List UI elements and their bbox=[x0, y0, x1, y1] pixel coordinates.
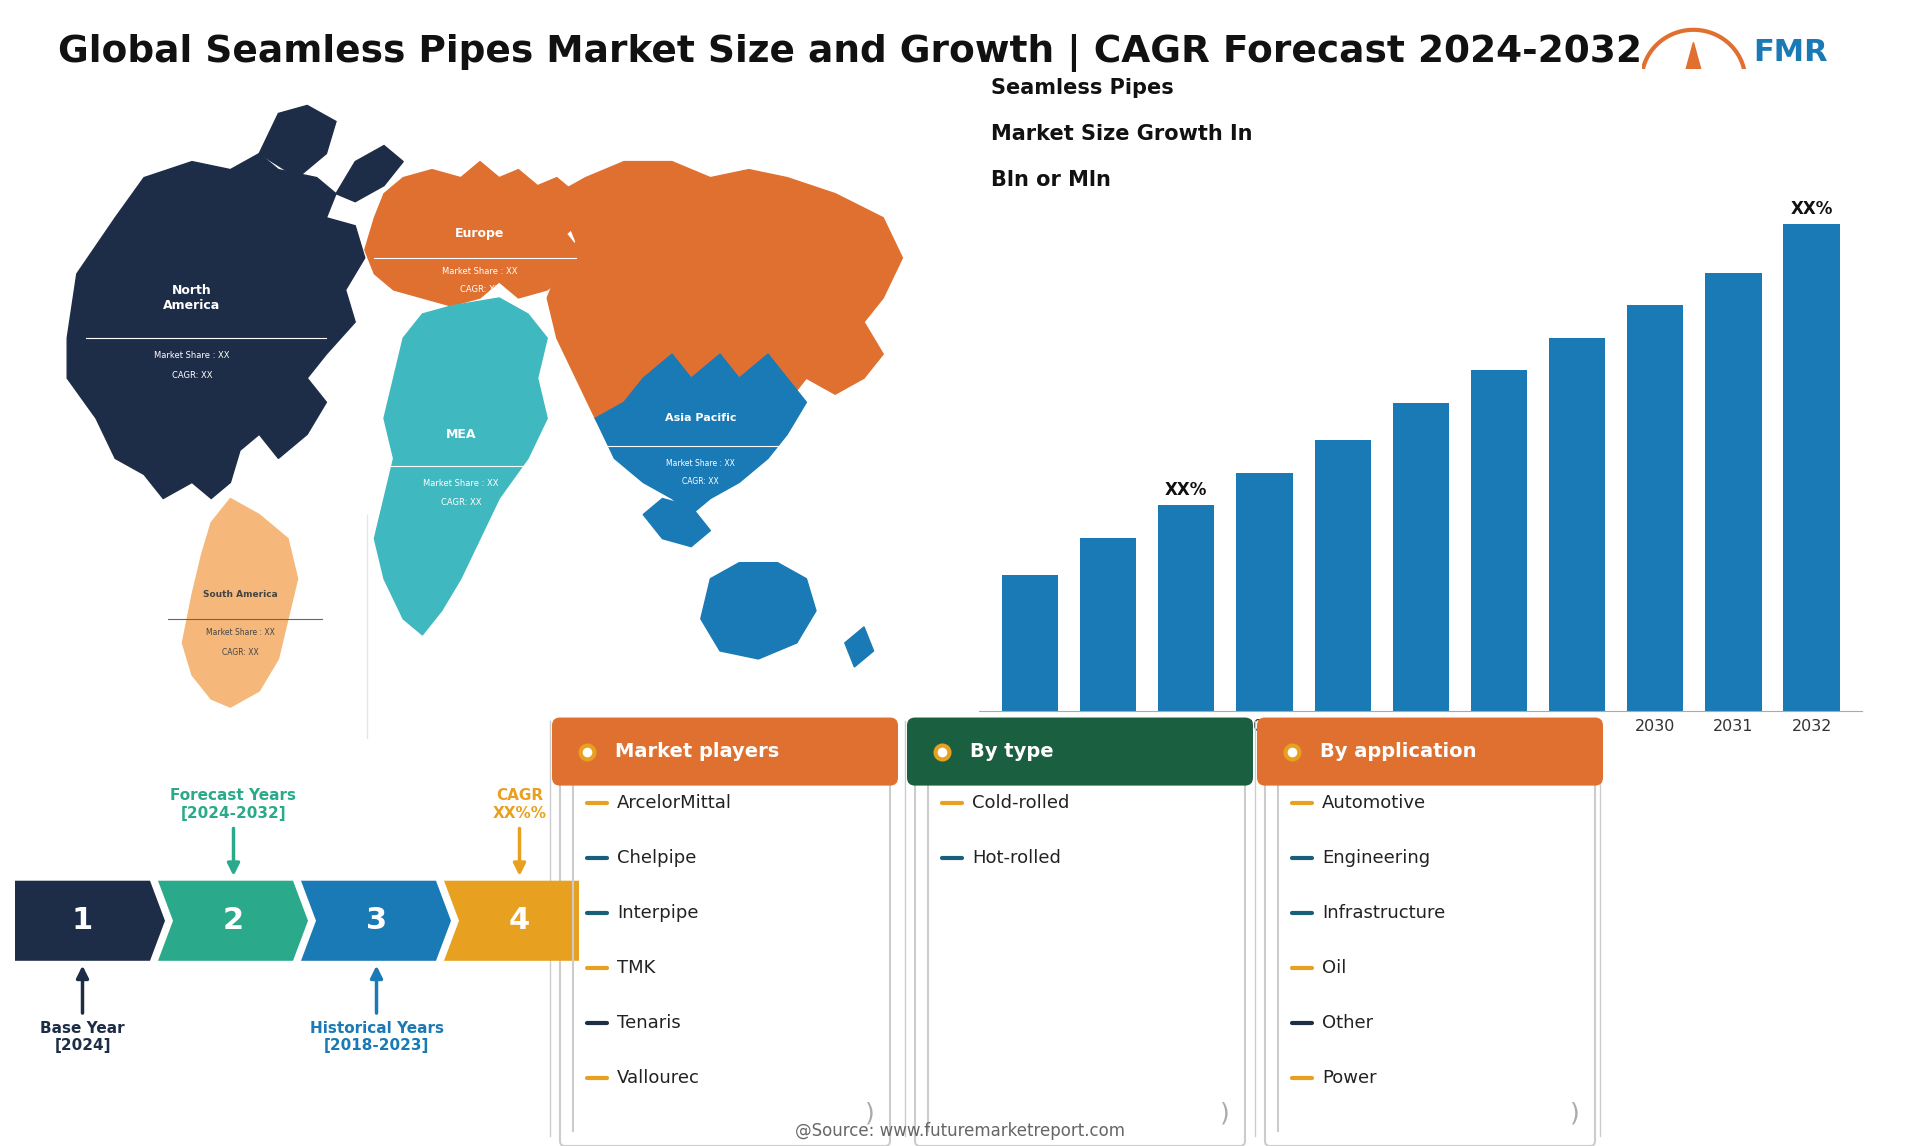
Text: MEA: MEA bbox=[445, 427, 476, 441]
Text: CAGR: XX: CAGR: XX bbox=[682, 477, 720, 486]
Text: 3: 3 bbox=[367, 906, 388, 935]
Polygon shape bbox=[643, 499, 710, 547]
Text: Market Share : XX: Market Share : XX bbox=[205, 628, 275, 637]
Text: XX%: XX% bbox=[1791, 199, 1834, 218]
Text: Market Share : XX: Market Share : XX bbox=[422, 479, 499, 488]
Text: ArcelorMittal: ArcelorMittal bbox=[616, 794, 732, 811]
Polygon shape bbox=[301, 881, 451, 960]
Text: Cold-rolled: Cold-rolled bbox=[972, 794, 1069, 811]
Polygon shape bbox=[259, 105, 336, 178]
Text: Automotive: Automotive bbox=[1323, 794, 1427, 811]
Text: Tenaris: Tenaris bbox=[616, 1014, 682, 1031]
Text: CAGR
XX%%: CAGR XX%% bbox=[493, 788, 547, 821]
Text: Market Share : XX: Market Share : XX bbox=[666, 460, 735, 469]
Polygon shape bbox=[365, 162, 586, 306]
Bar bbox=[1081, 537, 1137, 711]
Polygon shape bbox=[67, 154, 365, 499]
Bar bbox=[1549, 338, 1605, 711]
Polygon shape bbox=[336, 146, 403, 202]
Text: 2: 2 bbox=[223, 906, 244, 935]
FancyBboxPatch shape bbox=[553, 717, 899, 786]
FancyBboxPatch shape bbox=[1258, 717, 1603, 786]
Text: XX%: XX% bbox=[1165, 481, 1208, 499]
Text: Other: Other bbox=[1323, 1014, 1373, 1031]
Text: Oil: Oil bbox=[1323, 959, 1346, 976]
Text: Market Size Growth In: Market Size Growth In bbox=[991, 125, 1252, 144]
Text: CAGR: XX: CAGR: XX bbox=[440, 497, 482, 507]
Bar bbox=[1392, 402, 1450, 711]
Polygon shape bbox=[374, 298, 547, 635]
Text: Historical Years
[2018-2023]: Historical Years [2018-2023] bbox=[309, 1021, 444, 1053]
Bar bbox=[1705, 273, 1761, 711]
Bar bbox=[1158, 505, 1215, 711]
Text: Engineering: Engineering bbox=[1323, 849, 1430, 866]
Text: Global Seamless Pipes Market Size and Growth | CAGR Forecast 2024-2032: Global Seamless Pipes Market Size and Gr… bbox=[58, 34, 1642, 72]
Bar bbox=[1784, 225, 1839, 711]
Polygon shape bbox=[701, 563, 816, 659]
Text: Infrastructure: Infrastructure bbox=[1323, 904, 1446, 921]
FancyBboxPatch shape bbox=[1265, 736, 1596, 1146]
Text: Market players: Market players bbox=[614, 743, 780, 761]
Text: Bln or Mln: Bln or Mln bbox=[991, 171, 1112, 190]
Text: Base Year
[2024]: Base Year [2024] bbox=[40, 1021, 125, 1053]
Polygon shape bbox=[15, 881, 165, 960]
Text: Market Share : XX: Market Share : XX bbox=[154, 351, 230, 360]
Polygon shape bbox=[157, 881, 307, 960]
Text: FMR: FMR bbox=[1753, 38, 1828, 66]
Text: Vallourec: Vallourec bbox=[616, 1069, 701, 1086]
Bar bbox=[1236, 473, 1292, 711]
Text: CAGR: XX: CAGR: XX bbox=[171, 371, 213, 380]
Text: ): ) bbox=[1571, 1102, 1580, 1127]
Text: Hot-rolled: Hot-rolled bbox=[972, 849, 1062, 866]
Bar bbox=[1315, 440, 1371, 711]
Text: South America: South America bbox=[204, 590, 276, 599]
Text: 1: 1 bbox=[71, 906, 94, 935]
Text: Market Share : XX: Market Share : XX bbox=[442, 267, 518, 276]
Text: CAGR: XX: CAGR: XX bbox=[221, 647, 259, 657]
Text: CAGR: XX: CAGR: XX bbox=[459, 284, 501, 293]
Polygon shape bbox=[547, 162, 902, 458]
Text: Forecast Years
[2024-2032]: Forecast Years [2024-2032] bbox=[171, 788, 296, 821]
Bar bbox=[1471, 370, 1526, 711]
Text: Power: Power bbox=[1323, 1069, 1377, 1086]
Text: @Source: www.futuremarketreport.com: @Source: www.futuremarketreport.com bbox=[795, 1122, 1125, 1140]
Polygon shape bbox=[1672, 42, 1715, 118]
Text: Asia Pacific: Asia Pacific bbox=[664, 414, 737, 423]
FancyBboxPatch shape bbox=[916, 736, 1244, 1146]
Polygon shape bbox=[444, 881, 580, 960]
Polygon shape bbox=[595, 354, 806, 515]
Text: Chelpipe: Chelpipe bbox=[616, 849, 697, 866]
Text: Interpipe: Interpipe bbox=[616, 904, 699, 921]
Text: 4: 4 bbox=[509, 906, 530, 935]
Text: North
America: North America bbox=[163, 284, 221, 312]
Text: TMK: TMK bbox=[616, 959, 655, 976]
Bar bbox=[1002, 575, 1058, 711]
Text: ): ) bbox=[866, 1102, 876, 1127]
FancyBboxPatch shape bbox=[906, 717, 1254, 786]
Text: By type: By type bbox=[970, 743, 1054, 761]
Polygon shape bbox=[845, 627, 874, 667]
Bar bbox=[1626, 305, 1684, 711]
Text: FUTURE MARKET REPORT: FUTURE MARKET REPORT bbox=[1753, 95, 1841, 101]
FancyBboxPatch shape bbox=[561, 736, 891, 1146]
Text: ): ) bbox=[1219, 1102, 1231, 1127]
Polygon shape bbox=[182, 499, 298, 707]
Text: Europe: Europe bbox=[455, 227, 505, 241]
Text: Seamless Pipes: Seamless Pipes bbox=[991, 78, 1173, 99]
Text: By application: By application bbox=[1321, 743, 1476, 761]
